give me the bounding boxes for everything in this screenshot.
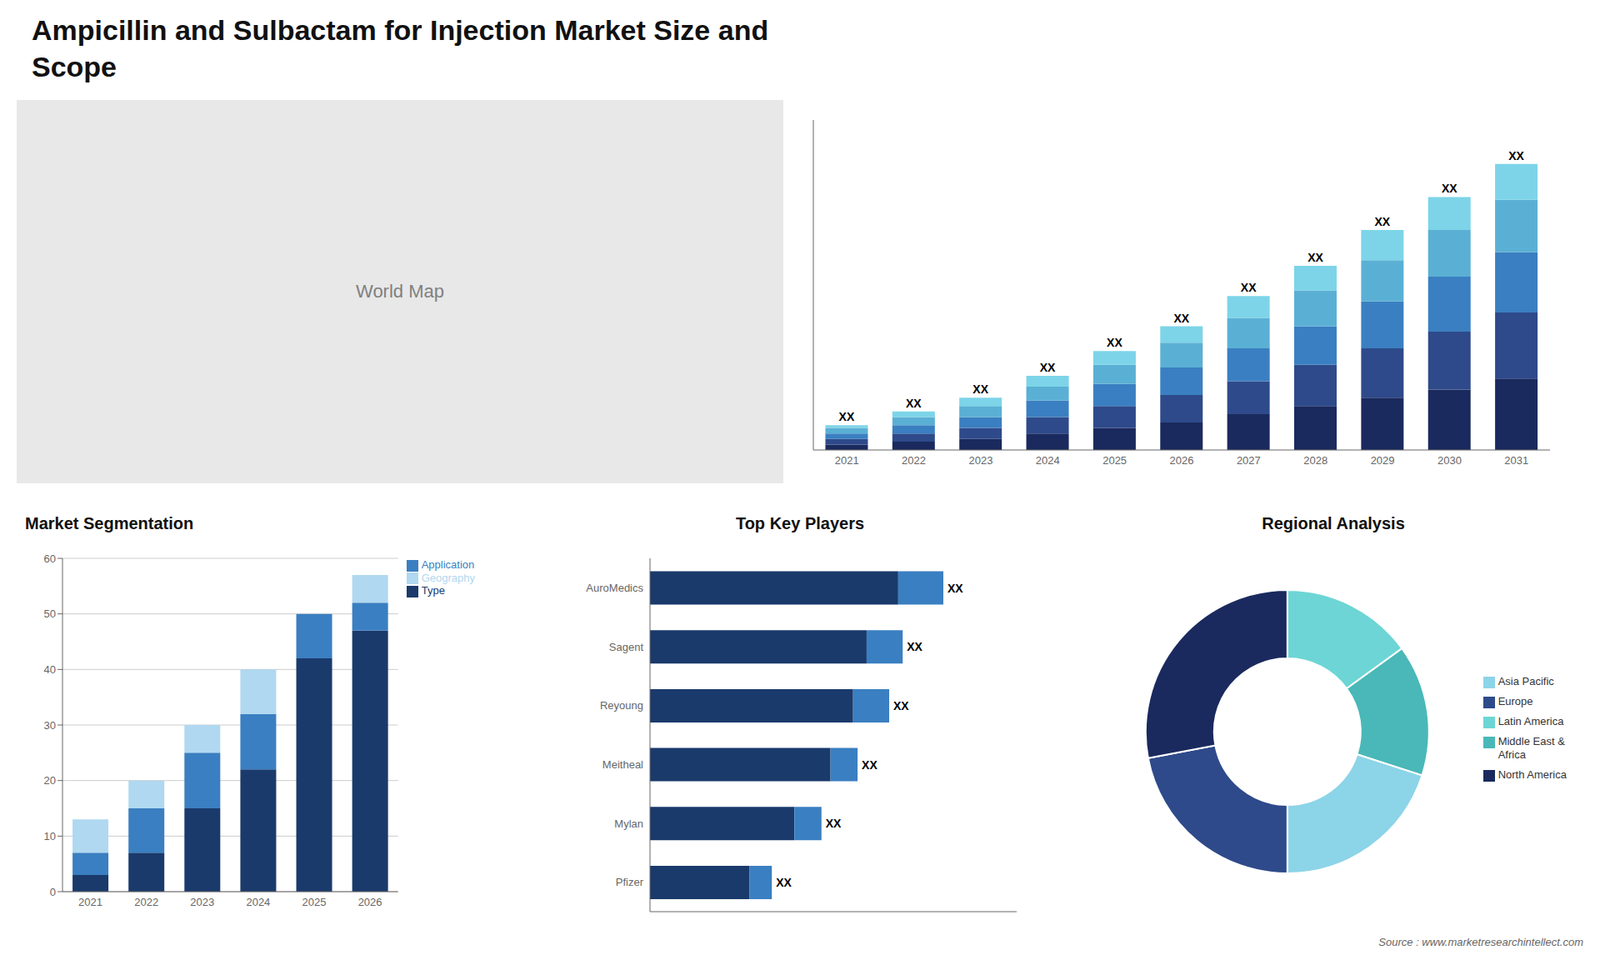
svg-text:XX: XX [905, 396, 922, 410]
svg-text:2022: 2022 [134, 895, 159, 909]
html-text:Source : www.marketresearchint: Source : www.marketresearchintellect.com [1378, 935, 1584, 949]
svg-text:XX: XX [947, 581, 964, 595]
svg-text:2021: 2021 [78, 895, 103, 909]
html-text:Europe: Europe [1498, 695, 1533, 708]
html-text:Application: Application [421, 558, 475, 571]
svg-text:XX: XX [1375, 215, 1391, 229]
svg-text:50: 50 [44, 607, 56, 620]
html-text:Type: Type [421, 584, 445, 597]
svg-text:40: 40 [44, 663, 56, 676]
svg-text:2024: 2024 [1035, 454, 1060, 467]
html-text:Middle East & Africa: Middle East & Africa [1498, 735, 1565, 761]
svg-text:Pfizer: Pfizer [615, 875, 645, 889]
svg-text:2029: 2029 [1370, 454, 1395, 467]
svg-text:XX: XX [775, 875, 792, 890]
svg-text:2028: 2028 [1303, 454, 1328, 467]
html-text:Top Key Players: Top Key Players [735, 514, 865, 533]
html-text:Geography: Geography [421, 571, 475, 584]
html-text:Market Segmentation: Market Segmentation [25, 514, 194, 533]
svg-text:XX: XX [893, 699, 910, 713]
svg-text:0: 0 [50, 885, 56, 899]
svg-text:2021: 2021 [835, 454, 860, 467]
svg-text:2027: 2027 [1236, 454, 1261, 467]
svg-text:XX: XX [906, 640, 923, 654]
svg-text:XX: XX [861, 758, 878, 772]
svg-text:Meitheal: Meitheal [602, 758, 644, 771]
svg-text:XX: XX [1173, 311, 1190, 325]
svg-text:2026: 2026 [1170, 454, 1195, 467]
svg-text:2026: 2026 [358, 895, 383, 909]
svg-text:AuroMedics: AuroMedics [585, 581, 644, 595]
svg-text:Sagent: Sagent [609, 640, 645, 654]
svg-text:2025: 2025 [1102, 454, 1127, 467]
svg-text:2030: 2030 [1437, 454, 1462, 467]
html-text:World Map: World Map [355, 280, 445, 302]
svg-text:Reyoung: Reyoung [600, 699, 644, 712]
svg-text:XX: XX [1441, 181, 1458, 195]
svg-text:2023: 2023 [968, 454, 993, 467]
html-text:Latin America: Latin America [1498, 715, 1564, 728]
svg-text:2024: 2024 [245, 895, 270, 909]
svg-text:30: 30 [44, 719, 56, 732]
svg-text:XX: XX [1508, 149, 1525, 163]
html-text:Regional Analysis: Regional Analysis [1261, 514, 1405, 533]
svg-text:XX: XX [839, 410, 855, 424]
svg-text:XX: XX [1307, 250, 1324, 265]
svg-text:XX: XX [972, 382, 989, 396]
svg-text:20: 20 [44, 774, 56, 787]
svg-text:XX: XX [825, 816, 842, 830]
svg-text:XX: XX [1040, 360, 1056, 375]
svg-text:2023: 2023 [190, 895, 215, 909]
svg-text:2025: 2025 [302, 895, 327, 909]
svg-text:2022: 2022 [901, 454, 926, 467]
html-text:North America: North America [1498, 768, 1567, 781]
html-text:Asia Pacific: Asia Pacific [1498, 675, 1554, 688]
svg-text:Mylan: Mylan [614, 817, 644, 830]
html-text:Ampicillin and Sulbactam for I: Ampicillin and Sulbactam for Injection M… [31, 14, 769, 83]
svg-text:XX: XX [1240, 280, 1257, 295]
svg-text:60: 60 [44, 552, 56, 565]
svg-text:XX: XX [1106, 335, 1123, 350]
svg-text:10: 10 [44, 830, 56, 843]
svg-text:2031: 2031 [1504, 454, 1529, 467]
